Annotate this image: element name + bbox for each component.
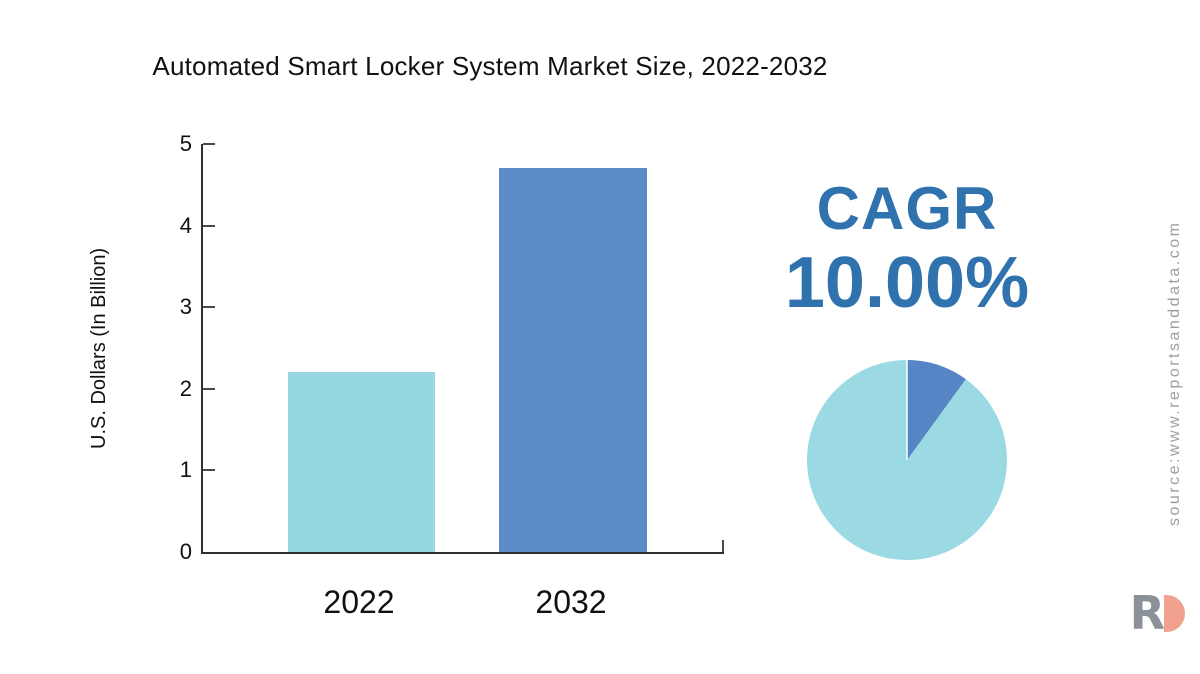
pie-chart (807, 360, 1007, 560)
y-axis-tick (203, 387, 215, 390)
logo-d-shape-icon (1164, 595, 1185, 632)
pie-slice-seam (906, 360, 908, 460)
cagr-label: CAGR (816, 175, 998, 242)
y-axis-tick (203, 306, 215, 309)
page-title: Automated Smart Locker System Market Siz… (152, 51, 828, 81)
x-axis-end-tick (722, 540, 724, 552)
logo-letter-r: R (1129, 586, 1165, 640)
y-tick-label: 5 (179, 131, 192, 156)
cagr-block: CAGR 10.00% (755, 175, 1059, 323)
y-tick-label: 2 (179, 375, 192, 401)
bar-2022 (288, 372, 435, 552)
bar-2032 (499, 168, 647, 552)
cagr-value: 10.00% (784, 243, 1030, 323)
y-axis-tick (203, 469, 215, 472)
x-tick-label: 2032 (535, 584, 607, 620)
bar-plot-area (201, 143, 724, 554)
y-axis-tick (203, 143, 215, 145)
y-tick-label: 4 (179, 212, 192, 238)
y-tick-label: 1 (179, 457, 192, 483)
x-tick-label: 2022 (323, 584, 395, 620)
y-tick-label: 0 (179, 539, 192, 564)
y-axis-tick (203, 224, 215, 227)
y-axis-title: U.S. Dollars (In Billion) (88, 247, 110, 449)
source-credit: source:www.reportsanddata.com (1166, 220, 1183, 527)
brand-logo: R (1129, 586, 1185, 640)
y-tick-label: 3 (179, 294, 192, 320)
